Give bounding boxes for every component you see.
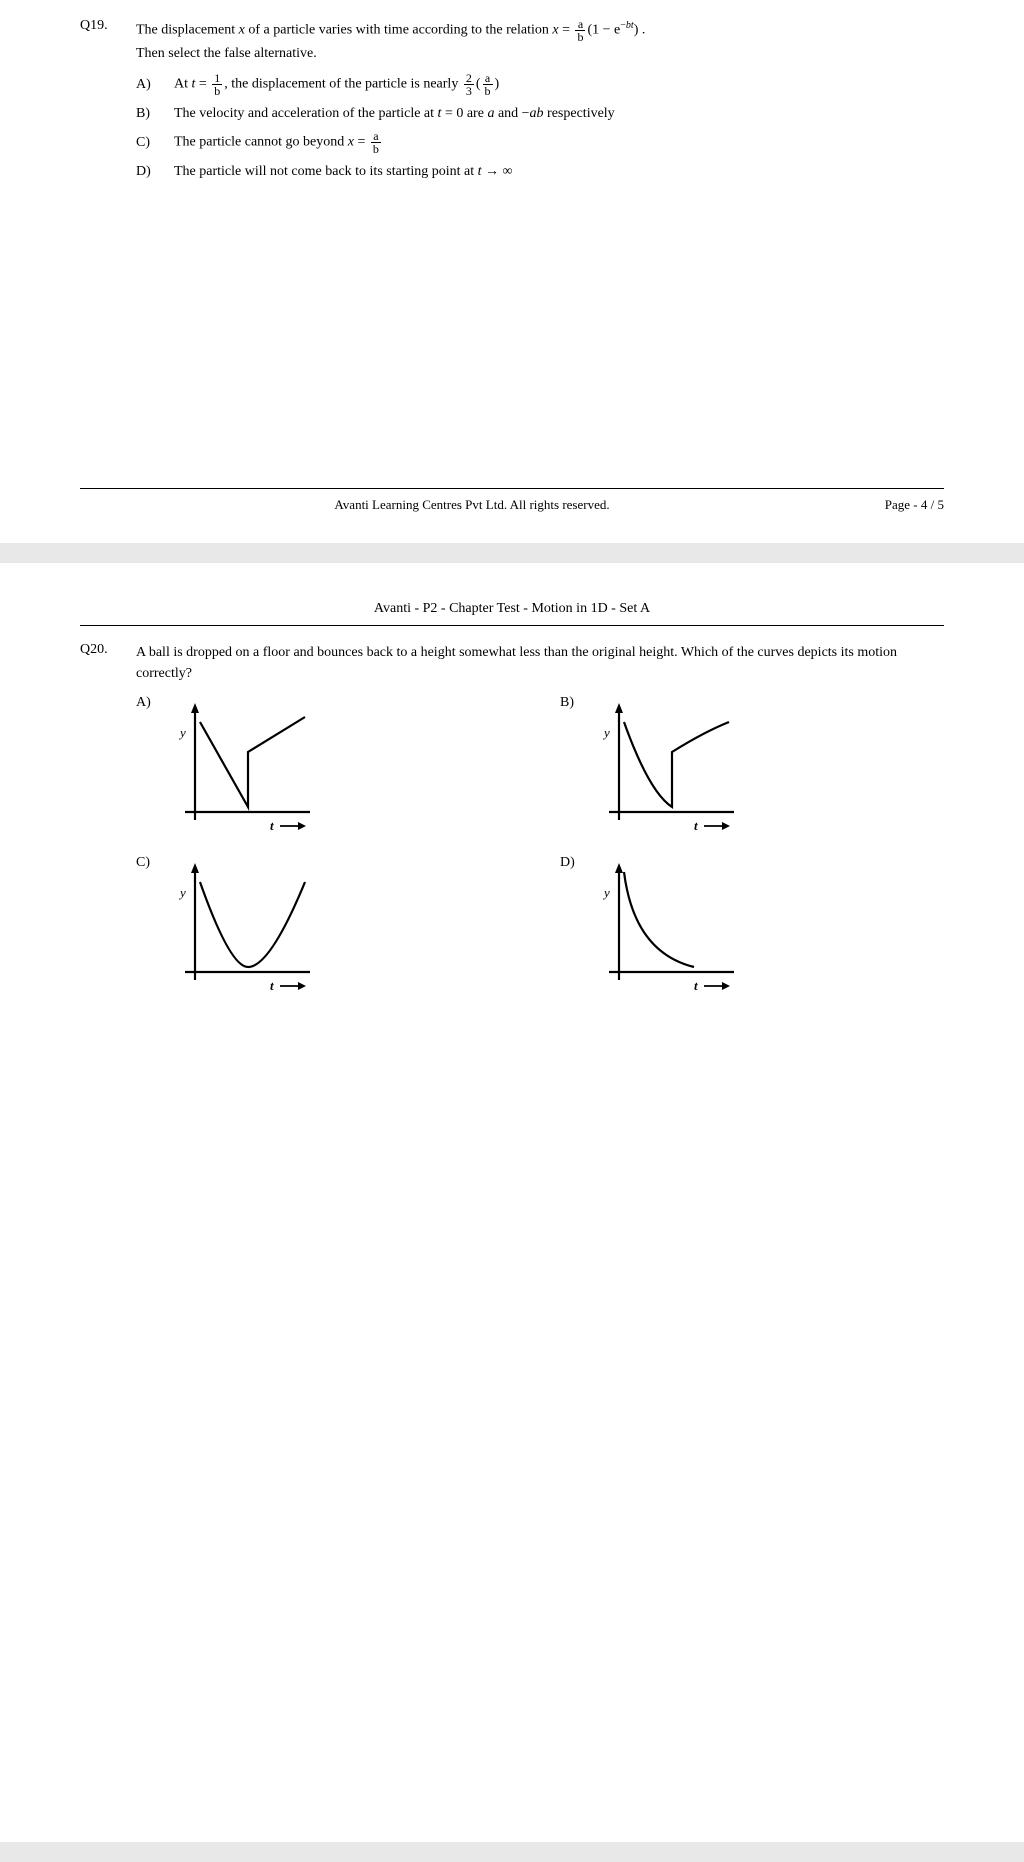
svg-text:y: y: [178, 725, 186, 740]
q20-option-d: D) yt: [560, 852, 944, 1002]
svg-text:t: t: [270, 978, 274, 993]
option-label: A): [136, 74, 162, 95]
option-text: The particle will not come back to its s…: [174, 161, 944, 182]
header-divider: [80, 625, 944, 626]
graph-b: yt: [594, 692, 754, 842]
svg-text:y: y: [602, 885, 610, 900]
question-20: Q20. A ball is dropped on a floor and bo…: [80, 642, 944, 1002]
option-label: A): [136, 692, 160, 842]
svg-text:t: t: [270, 818, 274, 833]
q19-number: Q19.: [80, 18, 120, 188]
q19-option-c: C) The particle cannot go beyond x = ab: [136, 130, 944, 155]
option-label: D): [136, 161, 162, 182]
svg-text:y: y: [602, 725, 610, 740]
q20-option-a: A) yt: [136, 692, 520, 842]
q19-body: The displacement x of a particle varies …: [136, 18, 944, 188]
option-label: B): [136, 103, 162, 124]
q20-number: Q20.: [80, 642, 120, 1002]
q19-option-a: A) At t = 1b, the displacement of the pa…: [136, 72, 944, 97]
svg-text:t: t: [694, 978, 698, 993]
q20-body: A ball is dropped on a floor and bounces…: [136, 642, 944, 1002]
option-label: C): [136, 852, 160, 1002]
page-spacer: [80, 1012, 944, 1812]
option-label: D): [560, 852, 584, 1002]
graph-c: yt: [170, 852, 330, 1002]
option-label: C): [136, 132, 162, 153]
graph-d: yt: [594, 852, 754, 1002]
page-header-title: Avanti - P2 - Chapter Test - Motion in 1…: [80, 581, 944, 625]
graph-a: yt: [170, 692, 330, 842]
q20-graph-options: A) yt B) yt C) yt D) yt: [136, 692, 944, 1002]
footer-page-number: Page - 4 / 5: [864, 497, 944, 513]
q20-option-c: C) yt: [136, 852, 520, 1002]
page-5: Avanti - P2 - Chapter Test - Motion in 1…: [0, 563, 1024, 1842]
footer-copyright: Avanti Learning Centres Pvt Ltd. All rig…: [80, 497, 864, 513]
option-text: The particle cannot go beyond x = ab: [174, 130, 944, 155]
q19-option-d: D) The particle will not come back to it…: [136, 161, 944, 182]
option-text: The velocity and acceleration of the par…: [174, 103, 944, 124]
svg-text:t: t: [694, 818, 698, 833]
q19-option-b: B) The velocity and acceleration of the …: [136, 103, 944, 124]
option-text: At t = 1b, the displacement of the parti…: [174, 72, 944, 97]
q20-option-b: B) yt: [560, 692, 944, 842]
question-19: Q19. The displacement x of a particle va…: [80, 18, 944, 188]
option-label: B): [560, 692, 584, 842]
q20-text: A ball is dropped on a floor and bounces…: [136, 642, 944, 684]
q19-text: The displacement x of a particle varies …: [136, 18, 944, 64]
svg-text:y: y: [178, 885, 186, 900]
page-4: Q19. The displacement x of a particle va…: [0, 0, 1024, 543]
page-footer: Avanti Learning Centres Pvt Ltd. All rig…: [80, 488, 944, 513]
q19-options: A) At t = 1b, the displacement of the pa…: [136, 72, 944, 182]
